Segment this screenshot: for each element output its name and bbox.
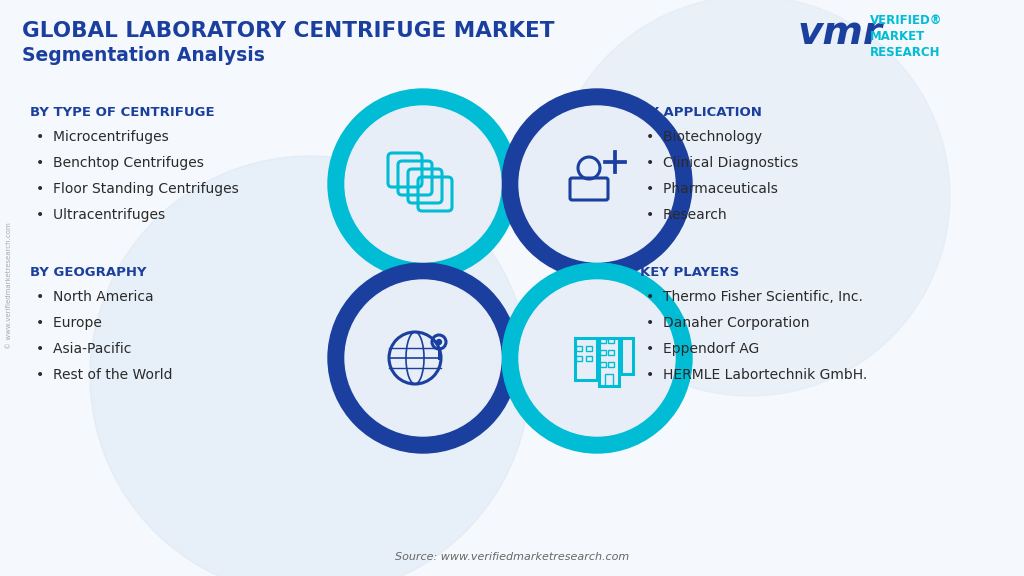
Bar — [586, 346, 592, 351]
Text: vmr: vmr — [798, 14, 883, 52]
Circle shape — [502, 263, 692, 453]
Text: Source: www.verifiedmarketresearch.com: Source: www.verifiedmarketresearch.com — [395, 552, 629, 562]
Bar — [608, 338, 614, 343]
Text: •  Research: • Research — [646, 208, 727, 222]
Text: •  Europe: • Europe — [36, 316, 101, 330]
Text: •  Floor Standing Centrifuges: • Floor Standing Centrifuges — [36, 182, 239, 196]
Text: •  Benchtop Centrifuges: • Benchtop Centrifuges — [36, 156, 204, 170]
Bar — [586, 356, 592, 361]
Bar — [575, 338, 597, 380]
Text: •  HERMLE Labortechnik GmbH.: • HERMLE Labortechnik GmbH. — [646, 368, 867, 382]
Text: Segmentation Analysis: Segmentation Analysis — [22, 46, 265, 65]
Circle shape — [436, 339, 441, 344]
Circle shape — [519, 106, 675, 262]
Text: BY APPLICATION: BY APPLICATION — [640, 106, 762, 119]
Text: MARKET: MARKET — [870, 30, 926, 43]
Text: •  Danaher Corporation: • Danaher Corporation — [646, 316, 810, 330]
Text: •  Microcentrifuges: • Microcentrifuges — [36, 130, 169, 144]
Circle shape — [90, 156, 530, 576]
Text: VERIFIED®: VERIFIED® — [870, 14, 942, 27]
Text: •  North America: • North America — [36, 290, 154, 304]
Text: BY GEOGRAPHY: BY GEOGRAPHY — [30, 266, 146, 279]
Bar — [600, 350, 606, 355]
Text: •  Clinical Diagnostics: • Clinical Diagnostics — [646, 156, 799, 170]
Bar — [608, 350, 614, 355]
Text: GLOBAL LABORATORY CENTRIFUGE MARKET: GLOBAL LABORATORY CENTRIFUGE MARKET — [22, 21, 555, 41]
Circle shape — [550, 0, 950, 396]
Circle shape — [328, 263, 518, 453]
Circle shape — [345, 280, 501, 436]
Bar — [599, 338, 618, 386]
Text: RESEARCH: RESEARCH — [870, 46, 940, 59]
Text: •  Ultracentrifuges: • Ultracentrifuges — [36, 208, 165, 222]
Text: •  Pharmaceuticals: • Pharmaceuticals — [646, 182, 778, 196]
Text: •  Eppendorf AG: • Eppendorf AG — [646, 342, 759, 356]
Bar — [608, 362, 614, 367]
Text: •  Biotechnology: • Biotechnology — [646, 130, 762, 144]
Text: KEY PLAYERS: KEY PLAYERS — [640, 266, 739, 279]
Circle shape — [345, 106, 501, 262]
Bar — [600, 338, 606, 343]
Text: •  Asia-Pacific: • Asia-Pacific — [36, 342, 131, 356]
Bar — [621, 338, 633, 374]
Bar — [575, 356, 582, 361]
Circle shape — [502, 89, 692, 279]
Bar — [575, 346, 582, 351]
Text: •  Rest of the World: • Rest of the World — [36, 368, 172, 382]
Circle shape — [328, 89, 518, 279]
Text: •  Thermo Fisher Scientific, Inc.: • Thermo Fisher Scientific, Inc. — [646, 290, 863, 304]
Circle shape — [519, 280, 675, 436]
Text: BY TYPE OF CENTRIFUGE: BY TYPE OF CENTRIFUGE — [30, 106, 215, 119]
Bar — [605, 374, 613, 386]
Text: © www.verifiedmarketresearch.com: © www.verifiedmarketresearch.com — [6, 223, 12, 350]
Bar — [600, 362, 606, 367]
